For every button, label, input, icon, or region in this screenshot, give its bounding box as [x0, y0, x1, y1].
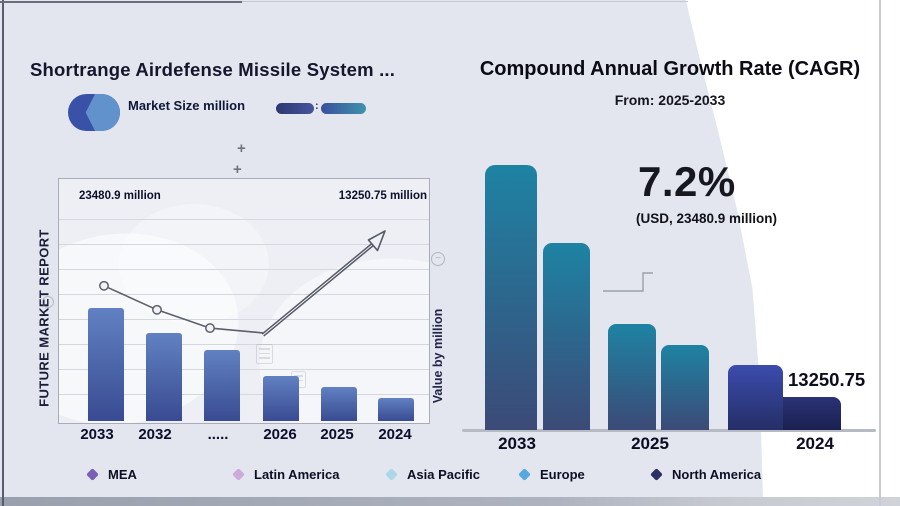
legend-item: Europe: [518, 464, 585, 484]
frame-right-border: [879, 0, 881, 506]
market-size-label: Market Size million: [128, 98, 246, 113]
bar: [783, 397, 841, 430]
line-marker: [152, 304, 162, 315]
market-size-pill-icon: [68, 94, 120, 131]
x-axis-label: 2024: [378, 426, 412, 443]
frame-top-border: [0, 1, 242, 3]
legend-label: MEA: [108, 466, 137, 482]
legend-label: North America: [672, 466, 762, 482]
gridline: [59, 269, 429, 270]
market-size-chart: 23480.9 million 13250.75 million: [58, 178, 430, 424]
cagr-subtitle: From: 2025-2033: [614, 92, 726, 108]
gridline: [59, 219, 429, 220]
legend-item: North America: [650, 464, 762, 484]
plus-icon: +: [237, 140, 246, 157]
bar: [608, 323, 656, 430]
trend-line: [103, 285, 264, 334]
trend-markers: [99, 280, 215, 334]
gridline: [59, 344, 429, 345]
x-axis-label: 2025: [320, 426, 354, 443]
bar: [661, 345, 709, 430]
registered-circle-icon: [42, 296, 54, 308]
page-title: Shortrange Airdefense Missile System ...: [30, 59, 396, 80]
growth-arrow-icon: [261, 230, 386, 337]
legend-item: Asia Pacific: [385, 464, 480, 484]
ratio-pill-right-icon: [321, 103, 366, 114]
start-value-annotation: 23480.9 million: [79, 190, 161, 202]
gridline: [59, 394, 429, 395]
x-axis-label: 2032: [138, 426, 172, 443]
cagr-usd-note: (USD, 23480.9 million): [636, 211, 778, 226]
legend-item: MEA: [86, 464, 137, 484]
x-axis-label: 2033: [498, 434, 536, 453]
end-value-annotation: 13250.75 million: [338, 190, 427, 202]
x-axis-label: 2033: [80, 426, 114, 443]
legend-item: Latin America: [232, 464, 340, 484]
bar: [321, 386, 357, 421]
region-legend: MEA Latin America Asia Pacific Europe North …: [0, 464, 900, 484]
bar: [204, 350, 240, 421]
bar-value-label: 13250.75: [788, 369, 866, 390]
gridline: [59, 244, 429, 245]
bar: [378, 397, 414, 421]
document-sketch-icon: [256, 344, 273, 364]
legend-label: Asia Pacific: [407, 466, 480, 482]
x-axis-line: [462, 429, 876, 432]
x-axis-label: .....: [207, 426, 229, 443]
x-axis-label: 2025: [631, 434, 669, 453]
x-axis-label: 2024: [796, 434, 834, 453]
ratio-pill-left-icon: [276, 103, 314, 114]
frame-left-border: [2, 0, 4, 506]
gridline: [59, 319, 429, 320]
bar: [146, 332, 182, 421]
gridline: [59, 369, 429, 370]
bar: [263, 376, 299, 421]
trend-line-layer: [99, 230, 386, 337]
frame-top-border-light: [242, 1, 688, 2]
gridline: [59, 294, 429, 295]
legend-label: Latin America: [254, 466, 340, 482]
bar: [543, 242, 590, 430]
bottom-band: [0, 497, 900, 506]
ratio-colon: :: [315, 100, 319, 112]
plus-icon: +: [233, 161, 242, 178]
bar: [728, 364, 783, 430]
cagr-value: 7.2%: [638, 158, 736, 205]
line-marker: [205, 323, 215, 334]
legend-label: Europe: [540, 466, 585, 482]
bar: [88, 308, 124, 421]
line-marker: [99, 280, 109, 291]
cagr-title: Compound Annual Growth Rate (CAGR): [479, 58, 861, 80]
bar: [485, 165, 537, 430]
minus-circle-icon: −: [431, 252, 445, 266]
x-axis-label: 2026: [263, 426, 297, 443]
